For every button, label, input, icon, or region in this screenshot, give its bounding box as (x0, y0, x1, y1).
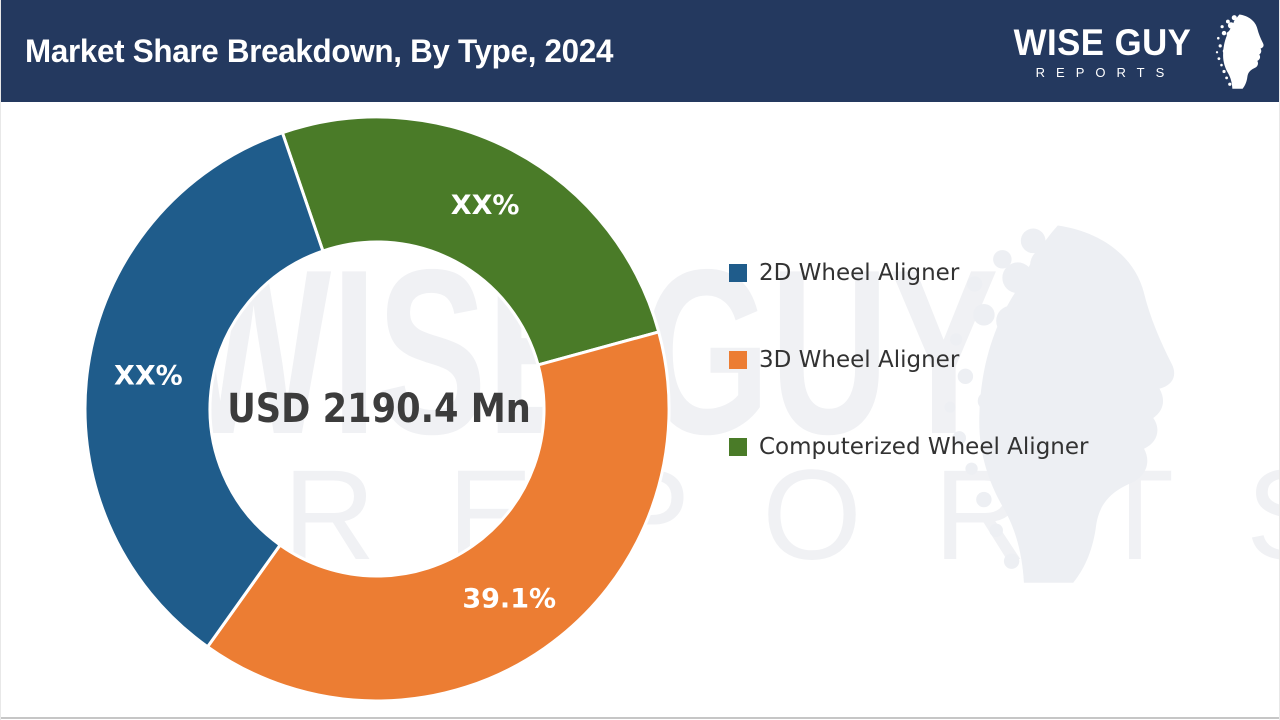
segment-percentage-label: XX% (451, 190, 520, 221)
bottom-divider (1, 717, 1279, 719)
logo-text: WISE GUY REPORTS (1008, 24, 1197, 79)
legend-item-label: 2D Wheel Aligner (759, 260, 960, 286)
logo-wordmark: WISE GUY (1013, 21, 1192, 63)
segment-percentage-label: 39.1% (462, 583, 556, 614)
legend-item-computerized-wheel-aligner: Computerized Wheel Aligner (729, 434, 1088, 460)
legend-swatch-icon (729, 438, 747, 456)
donut-segment-3d-wheel-aligner (206, 330, 671, 703)
logo-face-icon (1201, 12, 1265, 90)
legend-swatch-icon (729, 351, 747, 369)
legend-item-label: 3D Wheel Aligner (759, 347, 960, 373)
segment-percentage-label: XX% (114, 361, 183, 392)
chart-legend: 2D Wheel Aligner 3D Wheel Aligner Comput… (729, 260, 1088, 460)
page-title: Market Share Breakdown, By Type, 2024 (25, 32, 614, 69)
header-bar: Market Share Breakdown, By Type, 2024 WI… (1, 0, 1279, 102)
donut-segment-computerized-wheel-aligner (280, 115, 661, 367)
legend-swatch-icon (729, 264, 747, 282)
wise-guy-reports-logo: WISE GUY REPORTS (1008, 12, 1265, 90)
legend-item-label: Computerized Wheel Aligner (759, 434, 1089, 460)
donut-center-value: USD 2190.4 Mn (227, 386, 531, 432)
legend-item-3d-wheel-aligner: 3D Wheel Aligner (729, 347, 1088, 373)
donut-segment-2d-wheel-aligner (83, 131, 325, 649)
legend-item-2d-wheel-aligner: 2D Wheel Aligner (729, 260, 1088, 286)
logo-subtitle: REPORTS (1035, 64, 1176, 80)
